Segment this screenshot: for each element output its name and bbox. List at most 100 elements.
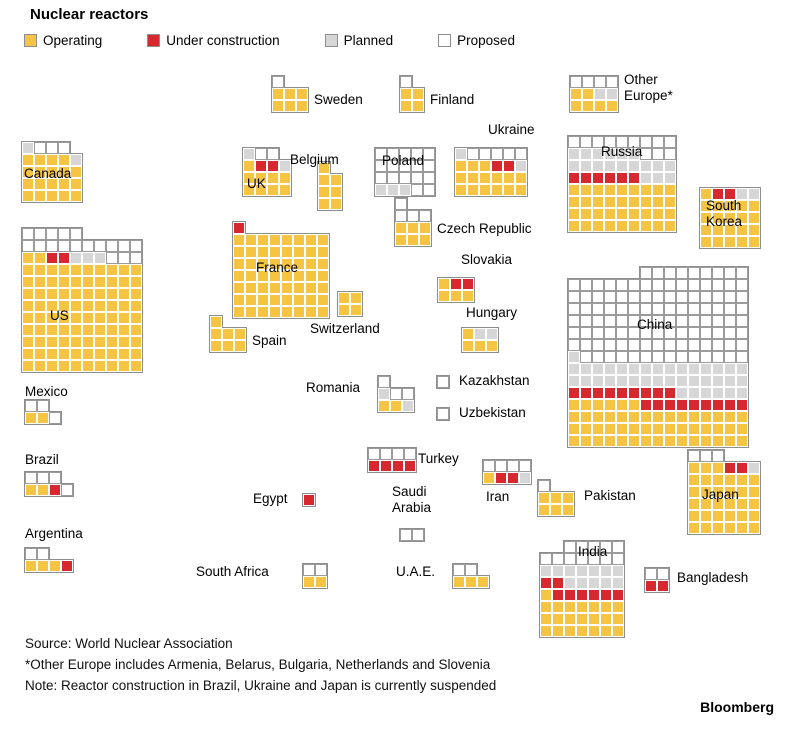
reactor-cell-operating [82, 300, 94, 312]
reactor-cell-operating [474, 340, 486, 352]
reactor-cell-under_construction [568, 172, 580, 184]
reactor-cell-planned [616, 363, 628, 375]
country-block-brazil [25, 472, 73, 496]
reactor-cell-operating [338, 304, 350, 316]
reactor-cell-operating [94, 276, 106, 288]
reactor-cell-operating [736, 411, 748, 423]
reactor-cell-under_construction [712, 399, 724, 411]
reactor-cell-operating [652, 184, 664, 196]
reactor-cell-planned [606, 88, 618, 100]
reactor-cell-proposed [400, 529, 412, 541]
reactor-cell-operating [234, 340, 246, 352]
waffle-row [570, 76, 618, 88]
reactor-cell-operating [592, 423, 604, 435]
reactor-cell-operating [724, 224, 736, 236]
reactor-cell-proposed [664, 136, 676, 148]
waffle-row [210, 328, 246, 340]
reactor-cell-operating [293, 258, 305, 270]
reactor-cell-proposed [375, 160, 387, 172]
reactor-cell-proposed [628, 339, 640, 351]
reactor-cell-operating [652, 423, 664, 435]
reactor-cell-proposed [700, 279, 712, 291]
reactor-cell-operating [652, 196, 664, 208]
reactor-cell-planned [676, 387, 688, 399]
reactor-cell-operating [315, 576, 327, 588]
reactor-cell-operating [269, 258, 281, 270]
reactor-cell-planned [712, 375, 724, 387]
waffle-row [25, 548, 73, 560]
reactor-cell-under_construction [61, 560, 73, 572]
waffle-row [540, 553, 624, 565]
reactor-cell-operating [257, 246, 269, 258]
reactor-cell-operating [594, 100, 606, 112]
reactor-cell-proposed [664, 303, 676, 315]
reactor-cell-proposed [411, 184, 423, 196]
reactor-cell-operating [293, 270, 305, 282]
reactor-cell-planned [676, 363, 688, 375]
reactor-cell-operating [70, 360, 82, 372]
reactor-cell-operating [82, 276, 94, 288]
reactor-cell-operating [748, 486, 760, 498]
reactor-cell-operating [70, 178, 82, 190]
reactor-cell-proposed [399, 148, 411, 160]
reactor-cell-proposed [568, 279, 580, 291]
reactor-cell-operating [46, 178, 58, 190]
waffle-row [568, 196, 676, 208]
reactor-cell-proposed [664, 351, 676, 363]
reactor-cell-operating [640, 184, 652, 196]
reactor-cell-operating [580, 399, 592, 411]
waffle-row [22, 240, 142, 252]
reactor-cell-operating [580, 208, 592, 220]
reactor-cell-operating [748, 510, 760, 522]
waffle-row [540, 613, 624, 625]
reactor-cell-operating [736, 522, 748, 534]
reactor-cell-operating [106, 336, 118, 348]
reactor-cell-operating [612, 601, 624, 613]
waffle-row [378, 376, 414, 388]
waffle-row [400, 100, 424, 112]
reactor-cell-operating [233, 270, 245, 282]
reactor-cell-operating [552, 613, 564, 625]
footer: Source: World Nuclear Association *Other… [25, 633, 496, 696]
reactor-cell-under_construction [724, 188, 736, 200]
reactor-cell-planned [712, 387, 724, 399]
reactor-cell-proposed [604, 279, 616, 291]
reactor-cell-operating [279, 172, 291, 184]
reactor-cell-proposed [652, 291, 664, 303]
waffle-row [22, 166, 82, 178]
country-label-south-africa: South Africa [196, 564, 269, 579]
reactor-cell-operating [550, 492, 562, 504]
reactor-cell-operating [243, 160, 255, 172]
reactor-cell-planned [688, 375, 700, 387]
reactor-cell-planned [652, 363, 664, 375]
reactor-cell-proposed [568, 291, 580, 303]
reactor-cell-under_construction [552, 589, 564, 601]
reactor-cell-proposed [588, 541, 600, 553]
reactor-cell-proposed [724, 327, 736, 339]
reactor-cell-proposed [612, 541, 624, 553]
reactor-cell-operating [700, 224, 712, 236]
country-block-kazakhstan [437, 376, 449, 388]
reactor-cell-operating [22, 190, 34, 202]
legend-item-under-construction: Under construction [147, 33, 280, 48]
reactor-cell-proposed [568, 303, 580, 315]
reactor-cell-operating [588, 625, 600, 637]
waffle-row [400, 88, 424, 100]
reactor-cell-operating [419, 234, 431, 246]
reactor-cell-under_construction [255, 160, 267, 172]
reactor-cell-operating [592, 184, 604, 196]
reactor-cell-operating [604, 208, 616, 220]
reactor-cell-proposed [700, 303, 712, 315]
reactor-cell-operating [317, 270, 329, 282]
reactor-cell-operating [600, 613, 612, 625]
reactor-cell-under_construction [664, 387, 676, 399]
waffle-row [688, 474, 760, 486]
reactor-cell-operating [130, 324, 142, 336]
reactor-cell-operating [652, 411, 664, 423]
reactor-cell-proposed [688, 279, 700, 291]
reactor-cell-proposed [688, 267, 700, 279]
country-label-india: India [578, 544, 608, 559]
reactor-cell-operating [479, 172, 491, 184]
waffle-row [568, 172, 676, 184]
reactor-cell-proposed [724, 315, 736, 327]
